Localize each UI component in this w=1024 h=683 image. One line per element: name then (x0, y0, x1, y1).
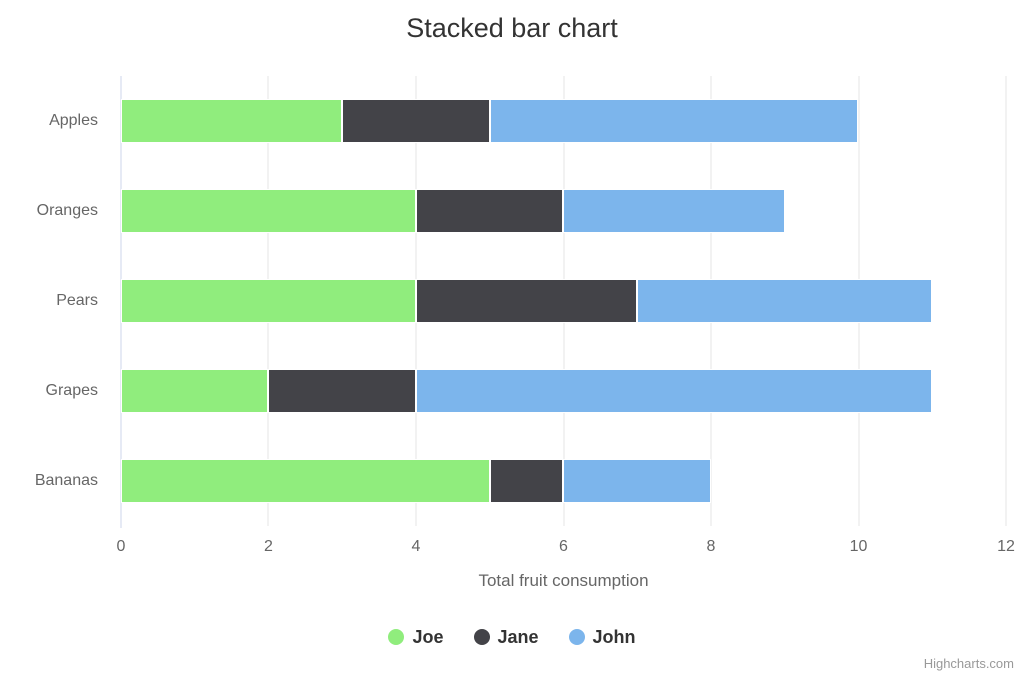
bar-row-apples (121, 76, 1006, 166)
bar-stack (121, 279, 1006, 323)
credits-link[interactable]: Highcharts.com (923, 656, 1014, 671)
x-axis-labels: 0 2 4 6 8 10 12 (117, 538, 1015, 560)
plot-area (120, 76, 1007, 528)
y-axis-labels: Apples Oranges Pears Grapes Bananas (0, 76, 98, 526)
legend: Joe Jane John (0, 620, 1024, 654)
bar-segment-jane-oranges[interactable] (415, 189, 564, 233)
bar-row-grapes (121, 346, 1006, 436)
tick-label-6: 6 (559, 538, 568, 555)
legend-label: Jane (497, 626, 539, 647)
tick-label-8: 8 (706, 538, 716, 555)
tick-label-2: 2 (264, 538, 273, 555)
bar-segment-joe-pears[interactable] (121, 279, 416, 323)
bar-stack (121, 99, 1006, 143)
bar-stack (121, 189, 1006, 233)
bar-segment-jane-pears[interactable] (415, 279, 638, 323)
bar-row-pears (121, 256, 1006, 346)
bar-segment-john-apples[interactable] (489, 99, 859, 143)
bar-segment-john-bananas[interactable] (563, 459, 711, 503)
legend-label: John (592, 626, 636, 647)
category-label-oranges: Oranges (36, 202, 98, 219)
bar-segment-jane-bananas[interactable] (489, 459, 564, 503)
category-label-bananas: Bananas (34, 472, 98, 489)
legend-item-jane[interactable]: Jane (473, 626, 539, 648)
gridline (1005, 76, 1007, 526)
legend-item-john[interactable]: John (568, 626, 636, 648)
bar-segment-john-grapes[interactable] (415, 369, 933, 413)
legend-marker-icon (568, 629, 585, 645)
legend-label: Joe (412, 626, 444, 647)
bar-stack (121, 459, 1006, 503)
tick-label-0: 0 (116, 538, 126, 555)
tick-label-12: 12 (997, 538, 1015, 555)
category-label-grapes: Grapes (45, 382, 98, 399)
bar-segment-joe-grapes[interactable] (121, 369, 269, 413)
bar-segment-jane-grapes[interactable] (268, 369, 416, 413)
bar-segment-joe-oranges[interactable] (121, 189, 416, 233)
legend-marker-icon (473, 629, 490, 645)
bar-row-bananas (121, 436, 1006, 526)
bar-row-oranges (121, 166, 1006, 256)
legend-item-joe[interactable]: Joe (388, 626, 444, 648)
tick-label-10: 10 (849, 538, 868, 555)
bar-segment-john-oranges[interactable] (563, 189, 785, 233)
category-label-apples: Apples (49, 112, 98, 129)
tick-label-4: 4 (411, 538, 421, 555)
bar-stack (121, 369, 1006, 413)
category-label-pears: Pears (56, 292, 98, 309)
bar-segment-john-pears[interactable] (637, 279, 933, 323)
bar-segment-jane-apples[interactable] (342, 99, 490, 143)
bar-rows (121, 76, 1006, 526)
bar-segment-joe-apples[interactable] (121, 99, 343, 143)
bar-segment-joe-bananas[interactable] (121, 459, 490, 503)
x-axis-title: Total fruit consumption (478, 571, 649, 590)
chart-title: Stacked bar chart (406, 13, 618, 43)
legend-marker-icon (388, 629, 405, 645)
